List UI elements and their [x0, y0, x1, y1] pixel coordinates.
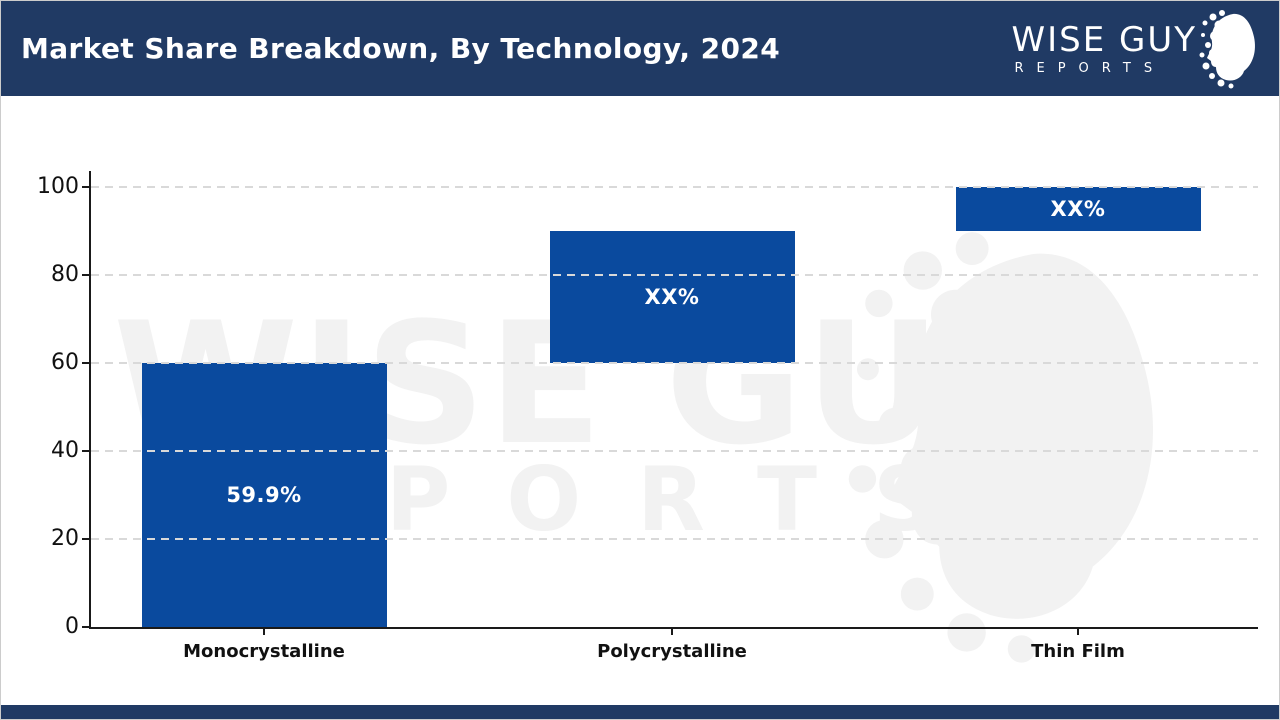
y-tick-100 — [82, 186, 90, 188]
logo-face-icon — [1199, 9, 1255, 88]
chart-title: Market Share Breakdown, By Technology, 2… — [21, 32, 781, 65]
logo-subtext: REPORTS — [1014, 60, 1166, 76]
footer-bar — [1, 705, 1279, 719]
y-tick-label-0: 0 — [65, 614, 79, 639]
gridline-100 — [91, 186, 1258, 188]
header-bar: Market Share Breakdown, By Technology, 2… — [1, 1, 1279, 96]
x-tick-0 — [263, 627, 265, 635]
gridline-40 — [91, 450, 1258, 452]
y-tick-0 — [82, 626, 90, 628]
x-category-label: Polycrystalline — [597, 641, 747, 662]
y-tick-label-100: 100 — [37, 174, 79, 199]
y-tick-20 — [82, 538, 90, 540]
brand-logo: WISE GUY REPORTS — [1011, 9, 1261, 89]
y-tick-80 — [82, 274, 90, 276]
x-tick-1 — [671, 627, 673, 635]
gridline-60 — [91, 362, 1258, 364]
bar-value-label: 59.9% — [226, 483, 302, 508]
y-tick-label-20: 20 — [51, 526, 79, 551]
bar-polycrystalline: XX% — [549, 231, 795, 364]
y-tick-label-40: 40 — [51, 438, 79, 463]
x-category-label: Thin Film — [1031, 641, 1125, 662]
brand-logo-text: WISE GUY REPORTS — [1011, 23, 1197, 75]
y-tick-label-80: 80 — [51, 262, 79, 287]
x-tick-2 — [1077, 627, 1079, 635]
logo-wordmark: WISE GUY — [1011, 19, 1197, 60]
x-category-label: Monocrystalline — [183, 641, 345, 662]
watermark-face-icon — [848, 232, 1154, 663]
bar-monocrystalline: 59.9% — [141, 363, 387, 627]
chart-area: WISE GUY REPORTS 0 20 40 60 80 100 59.9% XX% XX%… — [1, 96, 1279, 707]
bar-value-label: XX% — [644, 285, 700, 310]
plot-region: 0 20 40 60 80 100 59.9% XX% XX% Monocrystalline Po… — [1, 96, 1279, 707]
y-tick-label-60: 60 — [51, 350, 79, 375]
x-axis-line — [89, 627, 1258, 629]
y-tick-40 — [82, 450, 90, 452]
bar-value-label: XX% — [1050, 197, 1106, 222]
y-tick-60 — [82, 362, 90, 364]
bar-thin-film: XX% — [955, 187, 1201, 232]
y-axis-line — [89, 171, 91, 629]
gridline-80 — [91, 274, 1258, 276]
gridline-20 — [91, 538, 1258, 540]
